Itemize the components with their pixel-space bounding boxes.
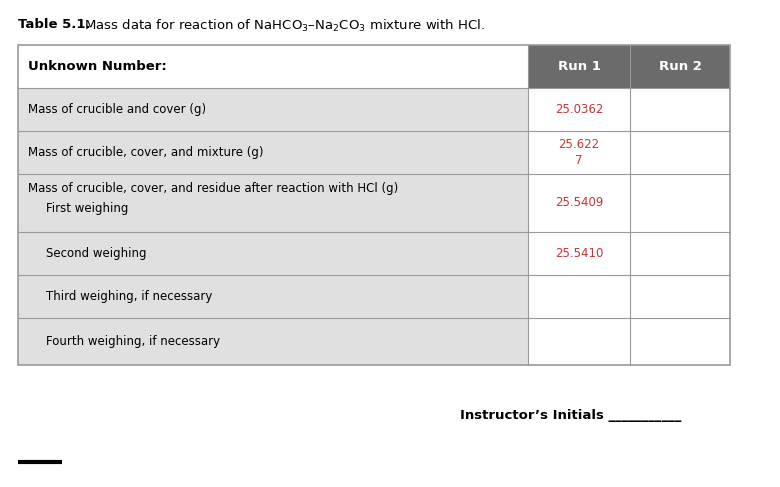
- Text: First weighing: First weighing: [46, 202, 129, 215]
- Bar: [630, 275, 730, 318]
- Bar: [528, 88, 630, 131]
- Bar: [528, 174, 630, 232]
- Text: 25.622
7: 25.622 7: [558, 138, 600, 167]
- Bar: [630, 131, 730, 174]
- Bar: [630, 318, 730, 365]
- Text: 25.0362: 25.0362: [555, 103, 603, 116]
- Bar: [18, 174, 528, 232]
- Bar: [18, 275, 528, 318]
- Text: 25.5409: 25.5409: [555, 196, 603, 209]
- Bar: [630, 174, 730, 232]
- Text: Mass data for reaction of NaHCO$_3$–Na$_2$CO$_3$ mixture with HCl.: Mass data for reaction of NaHCO$_3$–Na$_…: [80, 18, 485, 34]
- Bar: [18, 88, 528, 131]
- Bar: [528, 232, 630, 275]
- Text: Run 1: Run 1: [558, 60, 601, 73]
- Text: Mass of crucible and cover (g): Mass of crucible and cover (g): [28, 103, 206, 116]
- Text: Second weighing: Second weighing: [46, 247, 147, 260]
- Bar: [528, 318, 630, 365]
- Text: Mass of crucible, cover, and mixture (g): Mass of crucible, cover, and mixture (g): [28, 146, 264, 159]
- Bar: [528, 45, 630, 88]
- Bar: [630, 232, 730, 275]
- Bar: [18, 318, 528, 365]
- Bar: [630, 45, 730, 88]
- Text: Instructor’s Initials ___________: Instructor’s Initials ___________: [460, 409, 682, 422]
- Bar: [18, 232, 528, 275]
- Text: Unknown Number:: Unknown Number:: [28, 60, 167, 73]
- Text: Third weighing, if necessary: Third weighing, if necessary: [46, 290, 212, 303]
- Bar: [630, 88, 730, 131]
- Bar: [528, 275, 630, 318]
- Text: Run 2: Run 2: [658, 60, 701, 73]
- Text: Mass of crucible, cover, and residue after reaction with HCl (g): Mass of crucible, cover, and residue aft…: [28, 182, 399, 195]
- Bar: [18, 131, 528, 174]
- Bar: [528, 131, 630, 174]
- Text: Table 5.1.: Table 5.1.: [18, 18, 90, 31]
- Text: 25.5410: 25.5410: [555, 247, 603, 260]
- Text: Fourth weighing, if necessary: Fourth weighing, if necessary: [46, 335, 220, 348]
- Bar: [18, 45, 528, 88]
- Bar: [18, 45, 730, 365]
